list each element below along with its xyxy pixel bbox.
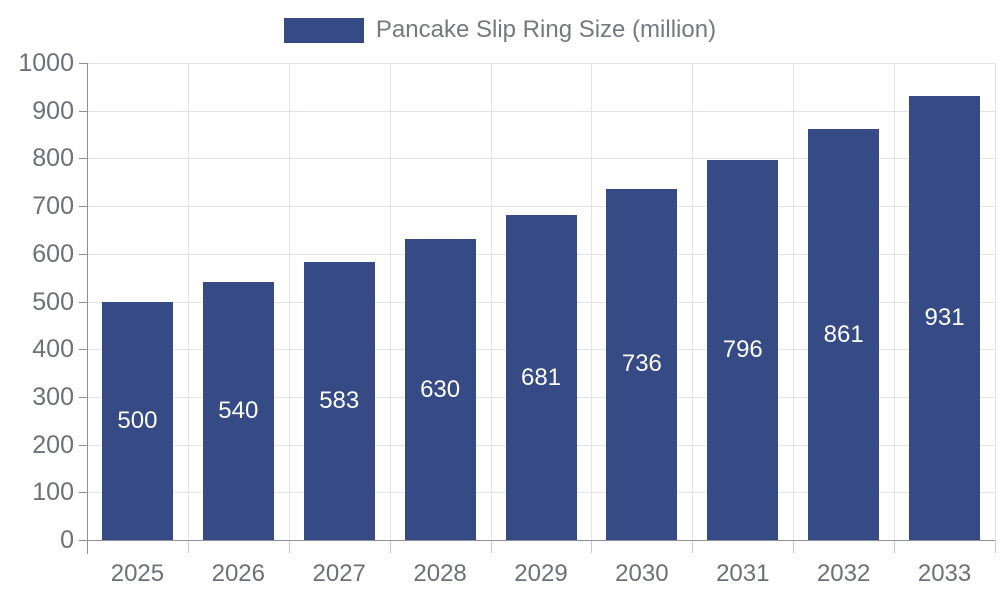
y-axis-line — [87, 63, 88, 554]
y-axis-label: 900 — [32, 96, 74, 125]
bar-2029[interactable]: 681 — [505, 215, 577, 540]
bar-2032-text: 861 — [823, 320, 864, 348]
v-gridline — [995, 63, 996, 540]
bar-2028[interactable]: 630 — [404, 239, 476, 540]
v-gridline — [591, 63, 593, 540]
v-gridline — [894, 63, 896, 540]
bar-2030-text: 736 — [621, 350, 662, 378]
h-gridline — [87, 158, 995, 160]
bar-2031-text: 796 — [722, 336, 763, 364]
y-axis-tick — [79, 301, 87, 303]
y-axis-label: 100 — [32, 478, 74, 507]
x-axis-tick — [490, 540, 492, 553]
x-axis-tick — [389, 540, 391, 553]
legend-label: Pancake Slip Ring Size (million) — [375, 16, 717, 43]
x-axis-tick — [995, 540, 996, 553]
y-axis-tick — [79, 206, 87, 208]
bar-2029-text: 681 — [520, 363, 562, 391]
bar-2031[interactable]: 796 — [707, 160, 779, 540]
y-axis-tick — [79, 492, 87, 494]
x-axis-tick — [692, 540, 694, 553]
y-axis-label: 1000 — [18, 49, 74, 77]
x-axis-label: 2028 — [413, 560, 467, 587]
y-axis-label: 0 — [60, 526, 74, 554]
v-gridline — [490, 63, 492, 540]
bar-2033[interactable]: 931 — [909, 95, 981, 540]
x-axis-tick — [793, 540, 795, 553]
v-gridline — [793, 63, 795, 540]
h-gridline — [87, 63, 995, 64]
y-axis-tick — [79, 63, 87, 64]
h-gridline — [87, 206, 995, 208]
y-axis-tick — [79, 110, 87, 112]
y-axis-tick — [79, 158, 87, 160]
bar-2027-text: 583 — [319, 386, 360, 414]
v-gridline — [389, 63, 391, 540]
x-axis-label: 2032 — [816, 560, 871, 587]
x-axis-label: 2025 — [110, 560, 165, 587]
x-axis-label: 2027 — [312, 560, 366, 587]
bar-2026-text: 540 — [218, 397, 259, 425]
v-gridline — [288, 63, 290, 540]
x-axis-label: 2029 — [514, 560, 568, 587]
y-axis-tick — [79, 253, 87, 255]
x-axis-label: 2026 — [211, 560, 265, 587]
bar-2030[interactable]: 736 — [606, 188, 678, 540]
y-axis-label: 400 — [32, 335, 74, 364]
h-gridline — [87, 110, 995, 112]
bar-2032[interactable]: 861 — [808, 129, 880, 540]
bar-2026[interactable]: 540 — [202, 282, 274, 540]
x-axis-tick — [288, 540, 290, 553]
y-axis-label: 700 — [32, 192, 74, 221]
x-axis-tick — [591, 540, 593, 553]
y-axis-tick — [79, 349, 87, 351]
y-axis-label: 200 — [32, 430, 74, 459]
legend-swatch-icon — [283, 17, 364, 43]
y-axis-tick — [79, 396, 87, 398]
y-axis-tick — [79, 444, 87, 446]
y-axis-label: 500 — [32, 287, 74, 316]
v-gridline — [187, 63, 189, 540]
x-axis-label: 2030 — [615, 560, 669, 587]
x-axis-label: 2031 — [716, 560, 770, 587]
x-axis-tick — [894, 540, 896, 553]
bar-2033-text: 931 — [924, 303, 965, 331]
y-axis-label: 600 — [32, 239, 74, 268]
y-axis-label: 800 — [32, 144, 74, 173]
bar-2028-text: 630 — [420, 375, 461, 403]
bar-2025-text: 500 — [117, 406, 158, 434]
x-axis-line — [79, 540, 995, 541]
bar-2027[interactable]: 583 — [303, 261, 375, 540]
x-axis-tick — [187, 540, 189, 553]
bar-2025[interactable]: 500 — [101, 301, 173, 540]
v-gridline — [692, 63, 694, 540]
x-axis-label: 2033 — [917, 560, 972, 587]
y-axis-label: 300 — [32, 382, 74, 411]
legend-item[interactable]: Pancake Slip Ring Size (million) — [0, 16, 1000, 44]
